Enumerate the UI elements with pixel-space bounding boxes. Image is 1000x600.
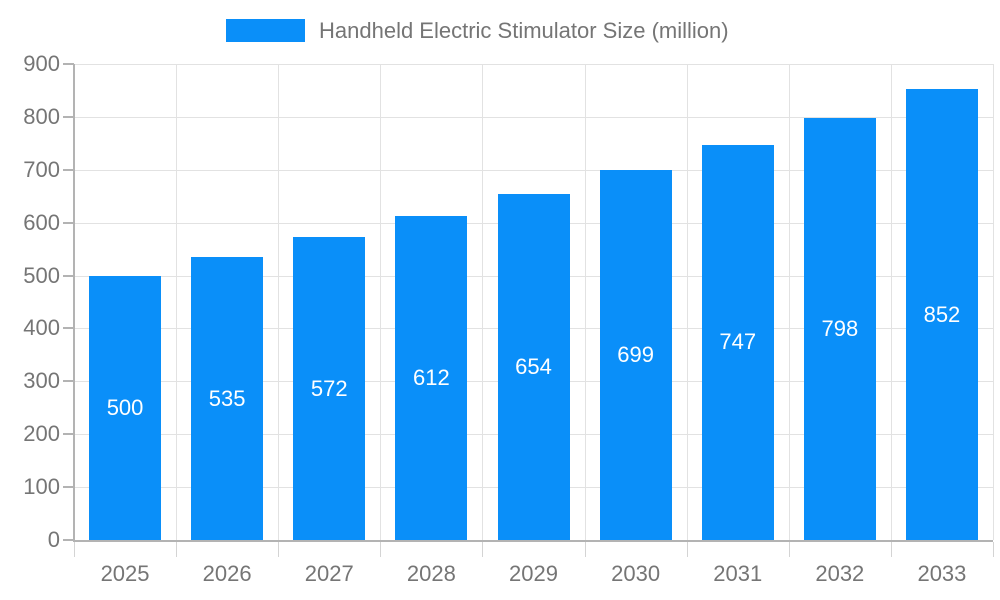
x-axis-label: 2031 xyxy=(713,561,763,586)
y-axis-label: 800 xyxy=(23,103,60,129)
gridline-vertical xyxy=(789,64,790,540)
y-axis-label: 100 xyxy=(23,474,60,500)
bar-2025[interactable] xyxy=(89,275,162,540)
x-axis-tick xyxy=(789,542,790,557)
bar-value-label: 654 xyxy=(515,354,552,380)
legend[interactable]: Handheld Electric Stimulator Size (milli… xyxy=(226,18,729,43)
bar-value-label: 852 xyxy=(923,301,961,327)
bar-value-label: 747 xyxy=(719,329,757,355)
y-axis-line xyxy=(73,64,75,542)
y-axis-label: 900 xyxy=(23,51,60,76)
x-axis-tick xyxy=(278,542,279,557)
x-axis-tick xyxy=(891,542,892,557)
x-axis-tick xyxy=(687,542,688,557)
x-axis-label: 2033 xyxy=(917,561,967,586)
y-axis-tick xyxy=(63,221,74,224)
x-axis-label: 2032 xyxy=(815,561,865,586)
bar-2029[interactable] xyxy=(497,194,570,540)
y-axis-label: 300 xyxy=(23,368,60,394)
bar-2027[interactable] xyxy=(293,237,366,540)
bar-value-label: 535 xyxy=(208,385,246,411)
gridline-vertical xyxy=(380,64,381,540)
bar-value-label: 500 xyxy=(106,394,144,420)
x-axis-label: 2029 xyxy=(509,561,558,586)
y-axis-label: 700 xyxy=(23,156,60,182)
gridline-horizontal xyxy=(74,169,993,171)
y-axis-tick xyxy=(63,327,74,330)
gridline-vertical xyxy=(687,64,688,540)
bar-value-label: 612 xyxy=(413,365,450,391)
x-axis-label: 2026 xyxy=(202,561,252,586)
x-axis-label: 2028 xyxy=(406,561,456,586)
y-axis-label: 500 xyxy=(23,262,60,288)
x-axis-tick xyxy=(482,542,483,557)
gridline-vertical xyxy=(993,64,994,540)
x-axis-tick xyxy=(380,542,381,557)
legend-swatch xyxy=(226,19,305,42)
y-axis-label: 0 xyxy=(47,527,60,552)
x-axis-tick xyxy=(74,542,75,557)
bar-2028[interactable] xyxy=(395,216,468,540)
gridline-horizontal xyxy=(74,116,993,118)
gridline-vertical xyxy=(278,64,279,540)
x-axis-label: 2030 xyxy=(611,561,661,586)
x-axis-tick xyxy=(585,542,586,557)
bar-2032[interactable] xyxy=(803,117,876,540)
bar-value-label: 798 xyxy=(821,315,859,341)
x-axis-tick xyxy=(176,542,177,557)
bar-2026[interactable] xyxy=(191,257,264,540)
x-axis-label: 2025 xyxy=(100,561,150,586)
x-axis-label: 2027 xyxy=(304,561,354,586)
y-axis-label: 200 xyxy=(23,421,60,447)
gridline-vertical xyxy=(891,64,892,540)
gridline-vertical xyxy=(585,64,586,540)
y-axis-label: 600 xyxy=(23,209,60,235)
bar-2031[interactable] xyxy=(701,144,774,540)
gridline-vertical xyxy=(176,64,177,540)
legend-label: Handheld Electric Stimulator Size (milli… xyxy=(319,18,729,43)
y-axis-tick xyxy=(63,539,74,541)
y-axis-tick xyxy=(63,380,74,383)
y-axis-tick xyxy=(63,486,74,489)
x-axis-tick xyxy=(993,542,994,557)
y-axis-tick xyxy=(63,274,74,277)
gridline-vertical xyxy=(482,64,483,540)
y-axis-label: 400 xyxy=(23,315,60,341)
bar-2030[interactable] xyxy=(599,170,672,540)
y-axis-tick xyxy=(63,63,74,65)
bar-value-label: 699 xyxy=(617,342,654,368)
gridline-horizontal xyxy=(74,64,993,65)
y-axis-tick xyxy=(63,168,74,171)
x-axis-line xyxy=(73,540,993,542)
bar-value-label: 572 xyxy=(310,375,348,401)
y-axis-tick xyxy=(63,115,74,118)
bar-2033[interactable] xyxy=(905,89,978,540)
y-axis-tick xyxy=(63,433,74,436)
